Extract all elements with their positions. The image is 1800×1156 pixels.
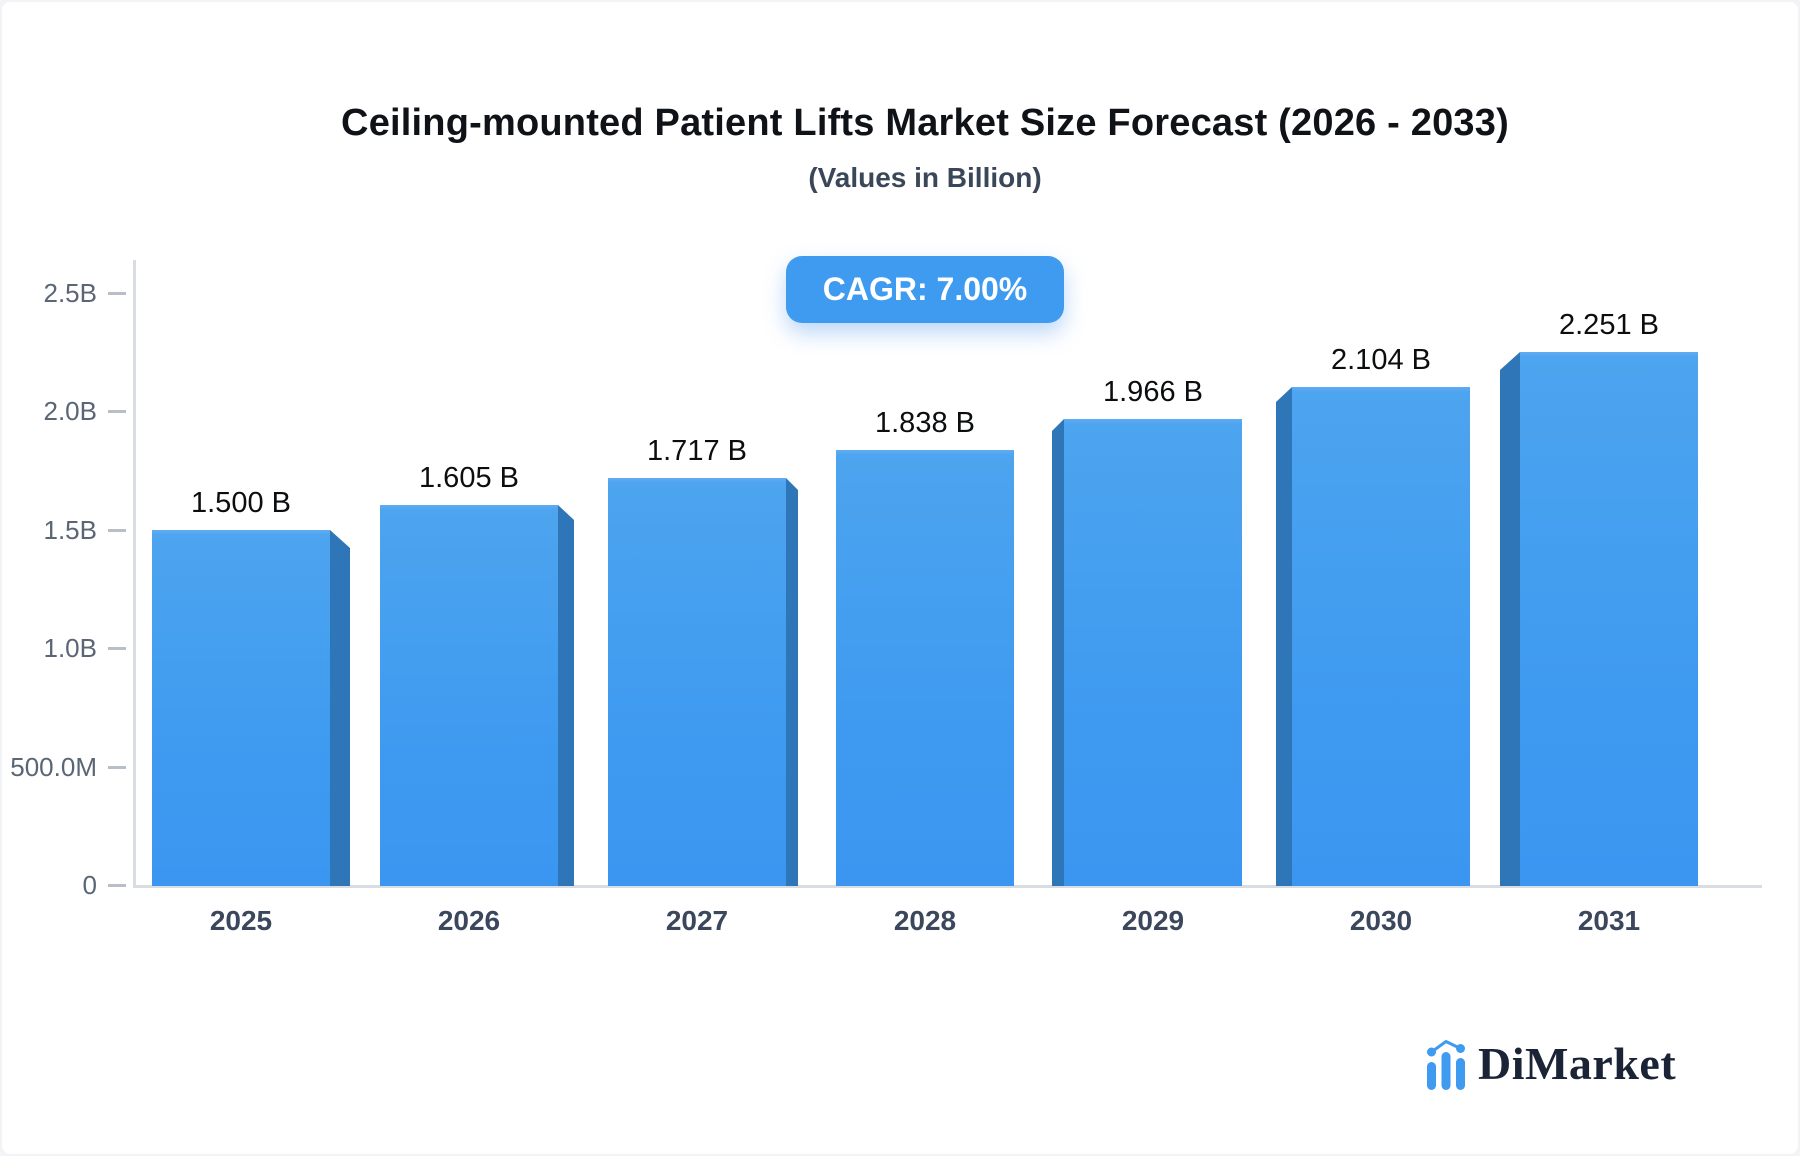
bar-side-2025 bbox=[330, 530, 350, 886]
bar-2025 bbox=[152, 530, 330, 886]
y-tick-mark-2.0B bbox=[108, 410, 126, 413]
y-tick-mark-500.0M bbox=[108, 766, 126, 769]
y-tick-mark-2.5B bbox=[108, 292, 126, 295]
bar-value-label-2025: 1.500 B bbox=[191, 487, 291, 519]
bar-value-label-2029: 1.966 B bbox=[1103, 376, 1203, 408]
bar-side-2031 bbox=[1500, 352, 1520, 886]
y-tick-mark-0 bbox=[108, 884, 126, 887]
cagr-badge-row: CAGR: 7.00% bbox=[48, 256, 1798, 323]
cagr-badge: CAGR: 7.00% bbox=[785, 256, 1065, 323]
y-tick-label-2.0B: 2.0B bbox=[43, 396, 98, 426]
x-axis-label-2028: 2028 bbox=[893, 905, 957, 936]
brand-logo: DiMarket bbox=[1426, 1038, 1676, 1090]
bar-value-label-2031: 2.251 B bbox=[1559, 309, 1659, 341]
bar-value-label-2026: 1.605 B bbox=[419, 462, 519, 494]
bar-side-2029 bbox=[1052, 419, 1064, 886]
y-tick-label-500.0M: 500.0M bbox=[10, 752, 97, 782]
x-axis-label-2027: 2027 bbox=[665, 905, 729, 936]
bar-value-label-2030: 2.104 B bbox=[1331, 344, 1431, 376]
y-tick-label-1.0B: 1.0B bbox=[43, 633, 98, 663]
bar-2027 bbox=[608, 478, 786, 886]
bar-side-2027 bbox=[786, 478, 798, 886]
bar-side-2026 bbox=[558, 505, 574, 886]
brand-logo-text: DiMarket bbox=[1478, 1038, 1677, 1089]
chart-subtitle: (Values in Billion) bbox=[808, 162, 1042, 193]
y-tick-mark-1.5B bbox=[108, 529, 126, 532]
y-tick-label-2.5B: 2.5B bbox=[43, 278, 98, 308]
x-axis-line bbox=[133, 885, 1762, 888]
x-axis-label-2030: 2030 bbox=[1349, 905, 1413, 936]
y-axis-line bbox=[133, 260, 136, 888]
bar-chart-logo-icon bbox=[1427, 1040, 1465, 1090]
y-tick-label-1.5B: 1.5B bbox=[43, 515, 98, 545]
bar-value-label-2027: 1.717 B bbox=[647, 435, 747, 467]
bar-side-2030 bbox=[1276, 387, 1292, 886]
bar-value-label-2028: 1.838 B bbox=[875, 407, 975, 439]
chart-title: Ceiling-mounted Patient Lifts Market Siz… bbox=[341, 102, 1509, 144]
x-axis-label-2026: 2026 bbox=[437, 905, 501, 936]
bar-2031 bbox=[1520, 352, 1698, 886]
y-tick-label-0: 0 bbox=[82, 870, 97, 900]
bar-2029 bbox=[1064, 419, 1242, 886]
x-axis-label-2031: 2031 bbox=[1577, 905, 1641, 936]
x-axis-label-2029: 2029 bbox=[1121, 905, 1185, 936]
bar-2030 bbox=[1292, 387, 1470, 886]
bar-2026 bbox=[380, 505, 558, 886]
bar-2028 bbox=[836, 450, 1014, 886]
y-tick-mark-1.0B bbox=[108, 647, 126, 650]
x-axis-label-2025: 2025 bbox=[209, 905, 273, 936]
